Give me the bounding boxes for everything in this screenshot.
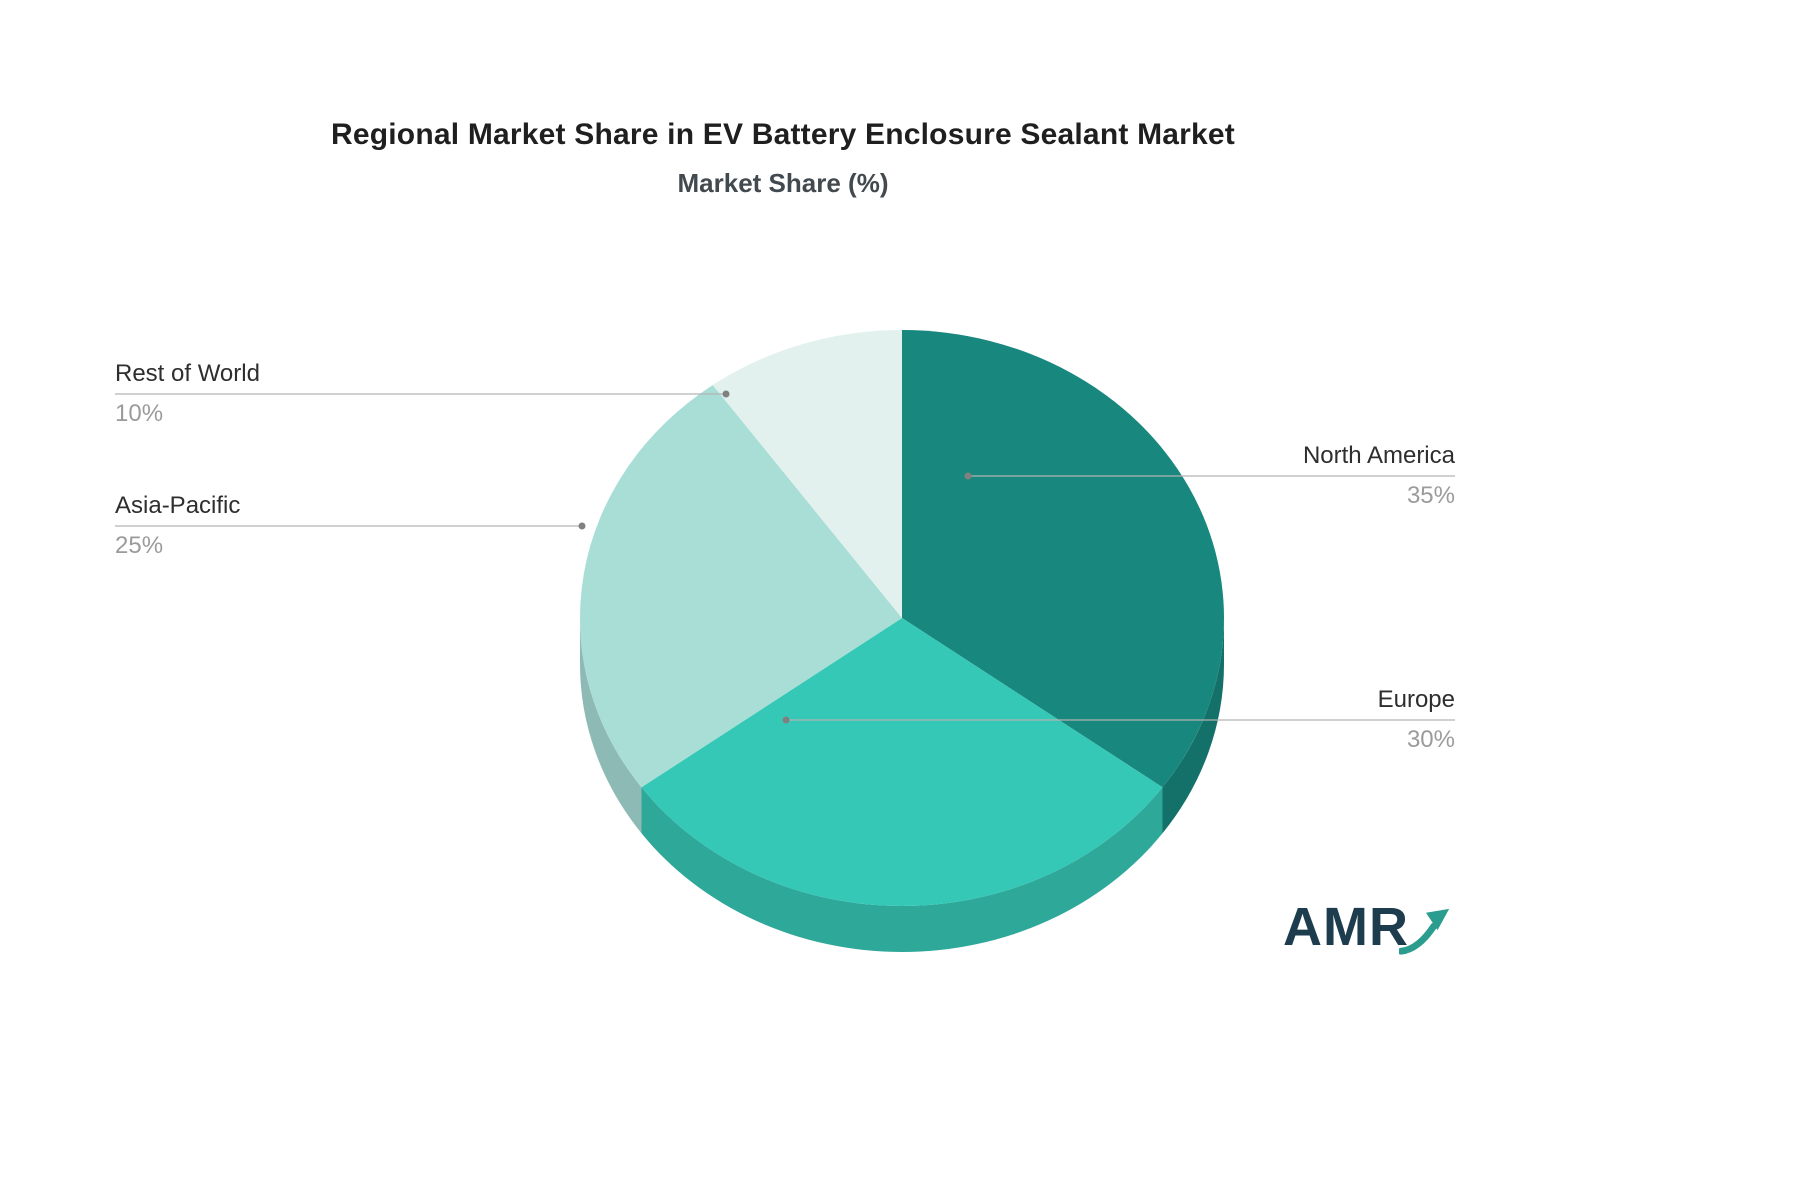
- slice-value-asia-pacific: 25%: [115, 532, 164, 559]
- pie-slice: [641, 618, 1163, 906]
- slice-value-north-america: 35%: [1406, 482, 1455, 509]
- slice-value-europe: 30%: [1406, 726, 1455, 753]
- pie-slice-side: [1162, 618, 1224, 834]
- leader-dot: [782, 716, 790, 724]
- amr-logo: AMR: [1283, 896, 1453, 958]
- pie-slice: [712, 330, 902, 618]
- slice-label-asia-pacific: Asia-Pacific: [115, 492, 241, 519]
- chart-subtitle: Market Share (%): [677, 168, 889, 198]
- callout-europe: Europe 30%: [1378, 686, 1455, 754]
- callout-rest-of-world: Rest of World 10%: [115, 360, 260, 428]
- pie-slice: [902, 330, 1224, 788]
- slice-value-rest-of-world: 10%: [115, 400, 164, 427]
- callout-north-america: North America 35%: [1303, 442, 1455, 510]
- pie-slice-side: [641, 787, 1163, 952]
- chart-header: Regional Market Share in EV Battery Encl…: [0, 118, 1566, 199]
- pie-slice-side: [580, 618, 642, 834]
- pie-slice: [580, 385, 902, 788]
- callout-asia-pacific: Asia-Pacific 25%: [115, 492, 240, 560]
- logo-text: AMR: [1283, 897, 1409, 957]
- chart-title: Regional Market Share in EV Battery Encl…: [331, 118, 1235, 151]
- leader-dot: [964, 472, 972, 480]
- leader-dot: [722, 390, 730, 398]
- slice-label-europe: Europe: [1377, 686, 1455, 713]
- slice-label-rest-of-world: Rest of World: [115, 360, 260, 387]
- leader-dot: [578, 522, 586, 530]
- slice-label-north-america: North America: [1302, 442, 1455, 469]
- logo-arrow-icon: [1398, 908, 1450, 955]
